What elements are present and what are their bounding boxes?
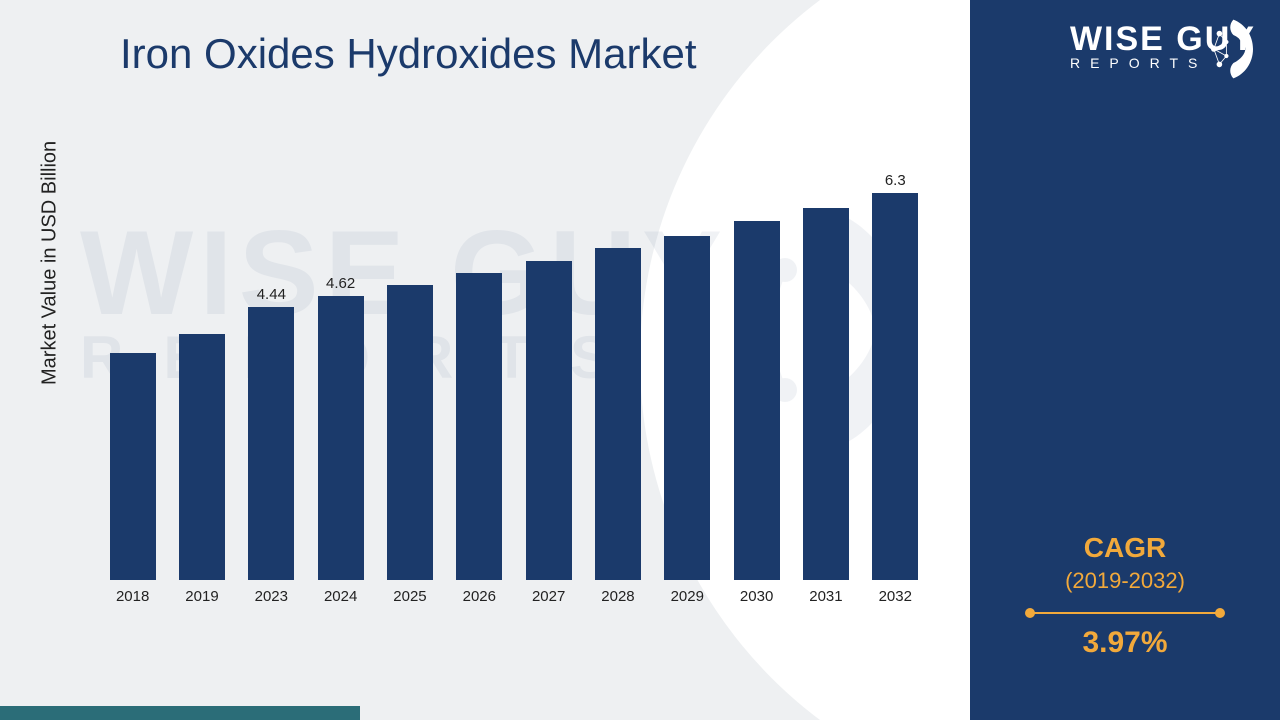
bar-value-label: 4.44 <box>257 286 286 303</box>
x-tick: 2024 <box>306 580 375 620</box>
bar <box>179 334 225 580</box>
bar-2019 <box>167 334 236 580</box>
cagr-period: (2019-2032) <box>970 568 1280 594</box>
brand-head-icon <box>1190 14 1260 84</box>
bar <box>734 221 780 580</box>
cagr-value: 3.97% <box>970 626 1280 660</box>
bar-value-label: 4.62 <box>326 275 355 292</box>
bar-2032: 6.3 <box>861 172 930 580</box>
page-title: Iron Oxides Hydroxides Market <box>120 30 697 78</box>
cagr-block: CAGR (2019-2032) 3.97% <box>970 532 1280 660</box>
x-tick: 2026 <box>445 580 514 620</box>
x-tick: 2019 <box>167 580 236 620</box>
x-tick: 2031 <box>791 580 860 620</box>
bar <box>595 248 641 580</box>
bar-value-label: 6.3 <box>885 172 906 189</box>
bar-2028 <box>583 248 652 580</box>
bar <box>110 353 156 580</box>
bar-chart: Market Value in USD Billion 4.444.626.3 … <box>50 150 930 620</box>
bar-2029 <box>653 236 722 580</box>
cagr-divider <box>1030 612 1220 614</box>
bars-container: 4.44 4.62 6.3 <box>98 150 930 580</box>
bar <box>387 285 433 580</box>
bar-2031 <box>791 208 860 580</box>
bar <box>664 236 710 580</box>
x-axis: 2018201920232024202520262027202820292030… <box>98 580 930 620</box>
x-tick: 2032 <box>861 580 930 620</box>
bar-2027 <box>514 261 583 580</box>
x-tick: 2029 <box>653 580 722 620</box>
x-tick: 2018 <box>98 580 167 620</box>
x-tick: 2030 <box>722 580 791 620</box>
y-axis-label: Market Value in USD Billion <box>39 141 62 385</box>
stage: WISE GUY REPORTS CAGR (2019-2032) 3.97% … <box>0 0 1280 720</box>
bar-2030 <box>722 221 791 580</box>
bottom-accent-bar <box>0 706 360 720</box>
cagr-label: CAGR <box>970 532 1280 564</box>
bar-2024: 4.62 <box>306 275 375 580</box>
bar-2026 <box>445 273 514 580</box>
bar <box>456 273 502 580</box>
bar <box>318 296 364 580</box>
bar-2023: 4.44 <box>237 286 306 580</box>
bar <box>526 261 572 580</box>
x-tick: 2027 <box>514 580 583 620</box>
bar <box>248 307 294 580</box>
x-tick: 2025 <box>375 580 444 620</box>
bar-2025 <box>375 285 444 580</box>
bar-2018 <box>98 353 167 580</box>
bar <box>803 208 849 580</box>
x-tick: 2023 <box>237 580 306 620</box>
x-tick: 2028 <box>583 580 652 620</box>
brand-logo: WISE GUY REPORTS <box>1070 20 1256 71</box>
plot-area: 4.44 4.62 6.3 <box>98 150 930 580</box>
bar <box>872 193 918 580</box>
